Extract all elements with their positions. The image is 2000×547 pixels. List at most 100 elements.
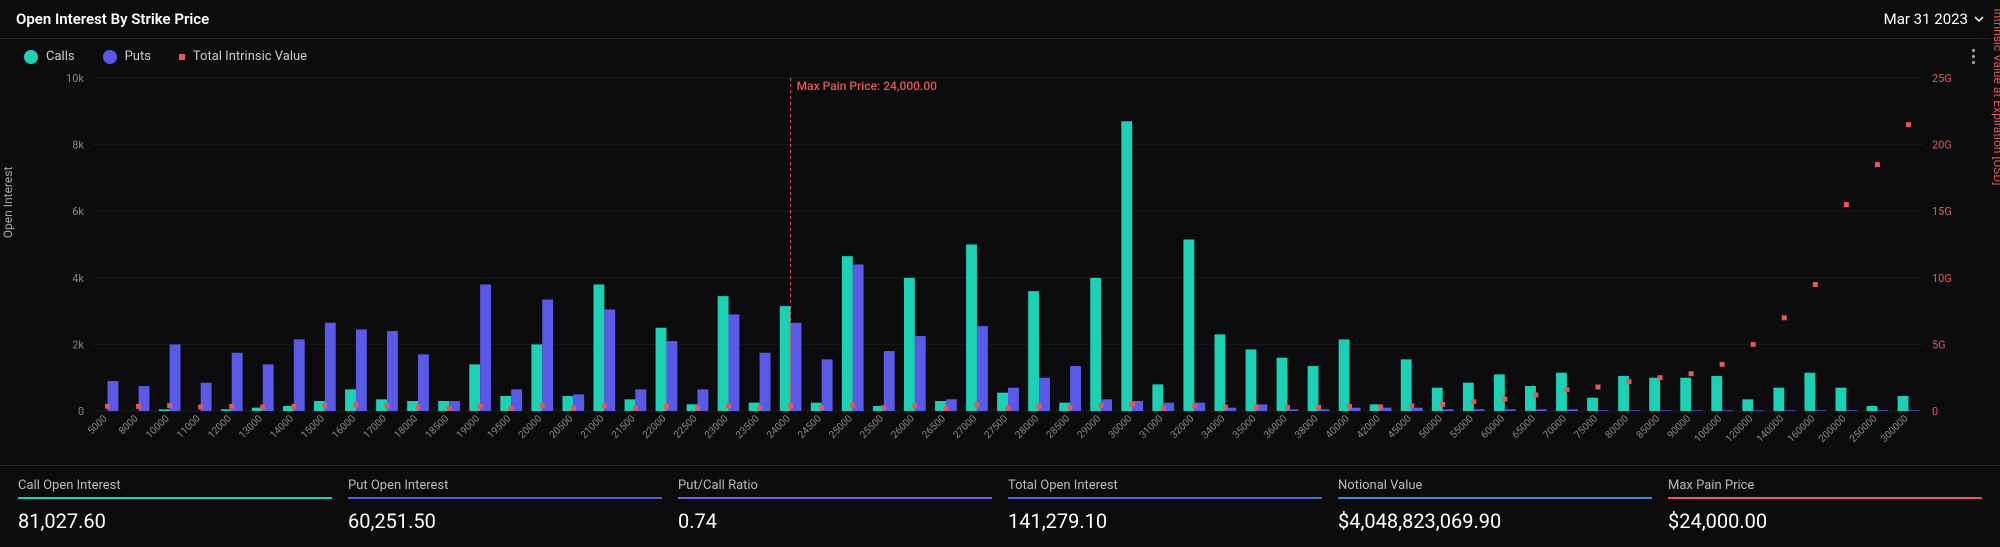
- svg-text:29000: 29000: [1076, 413, 1104, 441]
- svg-text:6k: 6k: [72, 205, 84, 218]
- date-selector[interactable]: Mar 31 2023: [1884, 10, 1984, 28]
- svg-text:24500: 24500: [796, 413, 824, 441]
- stat-value: 141,279.10: [1008, 509, 1322, 533]
- svg-text:25500: 25500: [858, 413, 886, 441]
- svg-text:10G: 10G: [1932, 272, 1952, 285]
- stat-card: Max Pain Price $24,000.00: [1660, 478, 1990, 533]
- svg-text:21000: 21000: [579, 413, 607, 441]
- svg-text:19500: 19500: [486, 413, 514, 441]
- svg-text:75000: 75000: [1572, 413, 1600, 441]
- stat-value: 81,027.60: [18, 509, 332, 533]
- chevron-down-icon: [1974, 16, 1984, 22]
- stat-card: Notional Value$4,048,823,069.90: [1330, 478, 1660, 533]
- puts-swatch: [103, 50, 117, 64]
- svg-text:140000: 140000: [1755, 413, 1787, 445]
- legend-row: Calls Puts Total Intrinsic Value: [0, 39, 2000, 68]
- stat-label: Put/Call Ratio: [678, 478, 992, 499]
- svg-text:Max Pain Price: 24,000.00: Max Pain Price: 24,000.00: [797, 79, 938, 93]
- svg-text:0: 0: [1932, 405, 1938, 418]
- stat-label: Notional Value: [1338, 478, 1652, 499]
- svg-text:26500: 26500: [920, 413, 948, 441]
- stat-label: Call Open Interest: [18, 478, 332, 499]
- panel-header: Open Interest By Strike Price Mar 31 202…: [0, 0, 2000, 39]
- svg-text:36000: 36000: [1262, 413, 1290, 441]
- more-menu-button[interactable]: [1964, 47, 1982, 65]
- svg-text:13000: 13000: [237, 413, 265, 441]
- calls-swatch: [24, 50, 38, 64]
- svg-text:45000: 45000: [1386, 413, 1414, 441]
- svg-text:2k: 2k: [72, 338, 84, 351]
- svg-text:10000: 10000: [144, 413, 172, 441]
- legend-intrinsic-label: Total Intrinsic Value: [193, 49, 307, 64]
- svg-text:5000: 5000: [86, 413, 110, 437]
- svg-text:65000: 65000: [1510, 413, 1538, 441]
- svg-text:0: 0: [78, 405, 84, 418]
- svg-text:40000: 40000: [1324, 413, 1352, 441]
- svg-text:15G: 15G: [1932, 205, 1952, 218]
- svg-text:120000: 120000: [1724, 413, 1756, 445]
- svg-text:15000: 15000: [299, 413, 327, 441]
- svg-text:50000: 50000: [1417, 413, 1445, 441]
- legend-intrinsic[interactable]: Total Intrinsic Value: [179, 49, 307, 64]
- svg-text:300000: 300000: [1879, 413, 1911, 445]
- svg-text:20500: 20500: [548, 413, 576, 441]
- stat-card: Put Open Interest 60,251.50: [340, 478, 670, 533]
- svg-text:19000: 19000: [455, 413, 483, 441]
- svg-text:27000: 27000: [951, 413, 979, 441]
- stat-card: Total Open Interest 141,279.10: [1000, 478, 1330, 533]
- bar-chart[interactable]: 02k4k6k8k10k05G10G15G20G25G5000800010000…: [56, 74, 1960, 465]
- svg-text:27500: 27500: [982, 413, 1010, 441]
- svg-text:4k: 4k: [72, 272, 84, 285]
- svg-text:11000: 11000: [175, 413, 203, 441]
- svg-text:21500: 21500: [610, 413, 638, 441]
- stat-value: $24,000.00: [1668, 509, 1982, 533]
- svg-text:25000: 25000: [827, 413, 855, 441]
- legend-puts-label: Puts: [125, 49, 151, 64]
- svg-text:32000: 32000: [1169, 413, 1197, 441]
- svg-text:5G: 5G: [1932, 338, 1946, 351]
- svg-text:28000: 28000: [1014, 413, 1042, 441]
- open-interest-panel: Open Interest By Strike Price Mar 31 202…: [0, 0, 2000, 547]
- stat-label: Max Pain Price: [1668, 478, 1982, 499]
- svg-text:200000: 200000: [1817, 413, 1849, 445]
- svg-text:14000: 14000: [268, 413, 296, 441]
- svg-text:28500: 28500: [1045, 413, 1073, 441]
- chart-area: Open Interest Intrinsic Value at Expirat…: [0, 68, 2000, 465]
- svg-text:35000: 35000: [1231, 413, 1259, 441]
- stat-value: 60,251.50: [348, 509, 662, 533]
- svg-text:20000: 20000: [517, 413, 545, 441]
- y-axis-right-label: Intrinsic Value at Expiration [USD]: [1991, 8, 2000, 185]
- svg-text:60000: 60000: [1479, 413, 1507, 441]
- legend-puts[interactable]: Puts: [103, 49, 151, 64]
- svg-text:100000: 100000: [1693, 413, 1725, 445]
- legend-calls[interactable]: Calls: [24, 49, 75, 64]
- svg-text:18500: 18500: [424, 413, 452, 441]
- svg-text:12000: 12000: [206, 413, 234, 441]
- intrinsic-swatch: [179, 54, 185, 60]
- stat-label: Total Open Interest: [1008, 478, 1322, 499]
- svg-text:20G: 20G: [1932, 139, 1952, 152]
- svg-text:42000: 42000: [1355, 413, 1383, 441]
- svg-text:250000: 250000: [1848, 413, 1880, 445]
- svg-text:22500: 22500: [672, 413, 700, 441]
- svg-text:25G: 25G: [1932, 74, 1952, 85]
- svg-text:55000: 55000: [1448, 413, 1476, 441]
- svg-text:85000: 85000: [1635, 413, 1663, 441]
- svg-text:22000: 22000: [641, 413, 669, 441]
- svg-text:90000: 90000: [1666, 413, 1694, 441]
- svg-text:23000: 23000: [703, 413, 731, 441]
- svg-text:16000: 16000: [330, 413, 358, 441]
- stats-row: Call Open Interest 81,027.60 Put Open Inte…: [0, 465, 2000, 547]
- svg-text:18000: 18000: [393, 413, 421, 441]
- svg-text:8k: 8k: [72, 139, 84, 152]
- svg-text:80000: 80000: [1603, 413, 1631, 441]
- stat-card: Call Open Interest 81,027.60: [10, 478, 340, 533]
- stat-label: Put Open Interest: [348, 478, 662, 499]
- stat-card: Put/Call Ratio 0.74: [670, 478, 1000, 533]
- stat-value: 0.74: [678, 509, 992, 533]
- svg-text:8000: 8000: [117, 413, 141, 437]
- svg-text:23500: 23500: [734, 413, 762, 441]
- svg-text:26000: 26000: [889, 413, 917, 441]
- svg-text:34000: 34000: [1200, 413, 1228, 441]
- svg-text:10k: 10k: [66, 74, 84, 85]
